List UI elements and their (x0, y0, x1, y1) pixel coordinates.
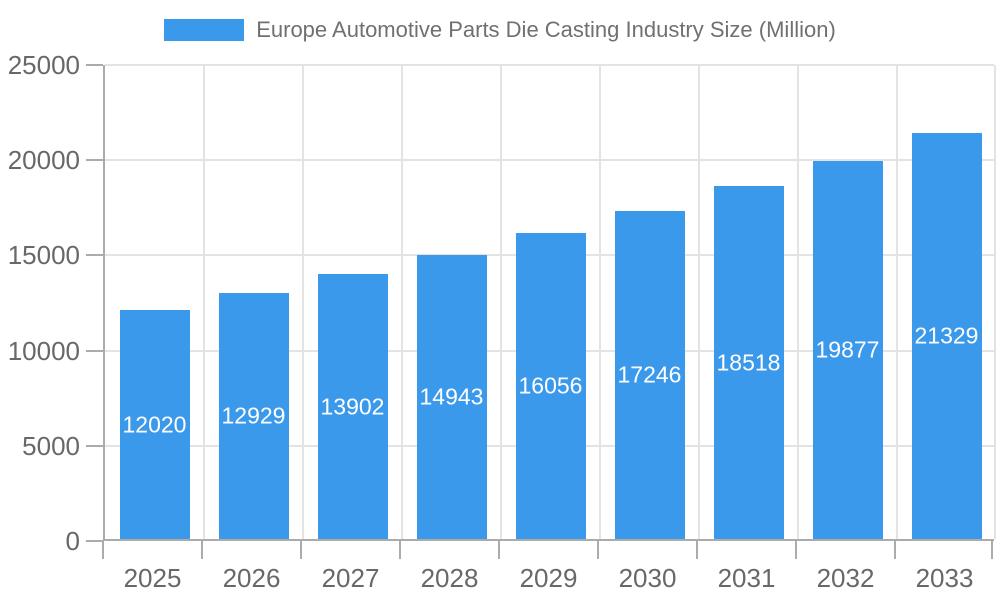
gridline-vertical (302, 65, 304, 539)
gridline-vertical (500, 65, 502, 539)
legend-item[interactable]: Europe Automotive Parts Die Casting Indu… (0, 17, 1000, 43)
x-tick-label: 2025 (123, 563, 182, 593)
legend-label: Europe Automotive Parts Die Casting Indu… (256, 17, 836, 42)
gridline-horizontal (105, 64, 994, 66)
x-tick-mark (201, 541, 203, 559)
bar[interactable]: 17246 (614, 210, 685, 539)
bar[interactable]: 12929 (218, 292, 289, 539)
bar-value-label: 19877 (815, 336, 880, 363)
y-tick-mark (86, 159, 103, 162)
bar-value-label: 21329 (914, 322, 979, 349)
x-tick-mark (696, 541, 698, 559)
bar[interactable]: 14943 (416, 254, 487, 539)
x-tick-label: 2032 (816, 563, 875, 593)
y-tick-label: 5000 (22, 430, 80, 461)
plot-area: 12020 12929 13902 14943 16056 17246 18518 19877… (103, 64, 996, 541)
bar-value-label: 16056 (518, 372, 583, 399)
y-tick-mark (86, 540, 103, 542)
y-tick-label: 25000 (7, 50, 80, 80)
gridline-vertical (203, 65, 205, 539)
x-tick-label: 2028 (420, 563, 479, 593)
x-tick-mark (894, 541, 896, 559)
bar-value-label: 12020 (122, 411, 187, 438)
x-tick-mark (399, 541, 401, 559)
y-axis: 0 5000 10000 15000 20000 25000 (0, 52, 103, 554)
bar[interactable]: 12020 (119, 310, 190, 539)
bar-value-label: 13902 (320, 393, 385, 420)
gridline-vertical (896, 65, 898, 539)
bar-value-label: 17246 (617, 361, 682, 388)
x-tick-label: 2030 (618, 563, 677, 593)
x-tick-label: 2026 (222, 563, 281, 593)
gridline-vertical (698, 65, 700, 539)
bar[interactable]: 21329 (911, 132, 982, 539)
bar[interactable]: 13902 (317, 274, 388, 539)
gridline-vertical (401, 65, 403, 539)
y-tick-label: 0 (65, 526, 80, 556)
bar-value-label: 14943 (419, 383, 484, 410)
legend-swatch (164, 19, 245, 41)
x-tick-label: 2033 (915, 563, 974, 593)
gridline-horizontal (105, 159, 994, 162)
gridline-vertical (797, 65, 799, 539)
bar[interactable]: 16056 (515, 233, 586, 539)
y-tick-label: 10000 (7, 335, 80, 366)
bar-value-label: 12929 (221, 402, 286, 429)
y-tick-mark (86, 64, 103, 66)
bar[interactable]: 19877 (812, 160, 883, 539)
gridline-vertical (994, 65, 996, 539)
x-tick-mark (795, 541, 797, 559)
x-tick-label: 2031 (717, 563, 776, 593)
x-tick-mark (991, 541, 993, 559)
x-tick-mark (102, 541, 104, 559)
x-tick-label: 2027 (321, 563, 380, 593)
y-tick-mark (86, 254, 103, 257)
y-tick-label: 15000 (7, 240, 80, 271)
x-tick-mark (597, 541, 599, 559)
x-tick-label: 2029 (519, 563, 578, 593)
bar[interactable]: 18518 (713, 186, 784, 539)
x-tick-mark (300, 541, 302, 559)
x-tick-mark (498, 541, 500, 559)
y-tick-label: 20000 (7, 145, 80, 176)
gridline-vertical (599, 65, 601, 539)
y-tick-mark (86, 349, 103, 352)
y-tick-mark (86, 444, 103, 447)
x-axis: 2025 2026 2027 2028 2029 2030 2031 2032 2033 (102, 541, 994, 600)
bar-value-label: 18518 (716, 349, 781, 376)
